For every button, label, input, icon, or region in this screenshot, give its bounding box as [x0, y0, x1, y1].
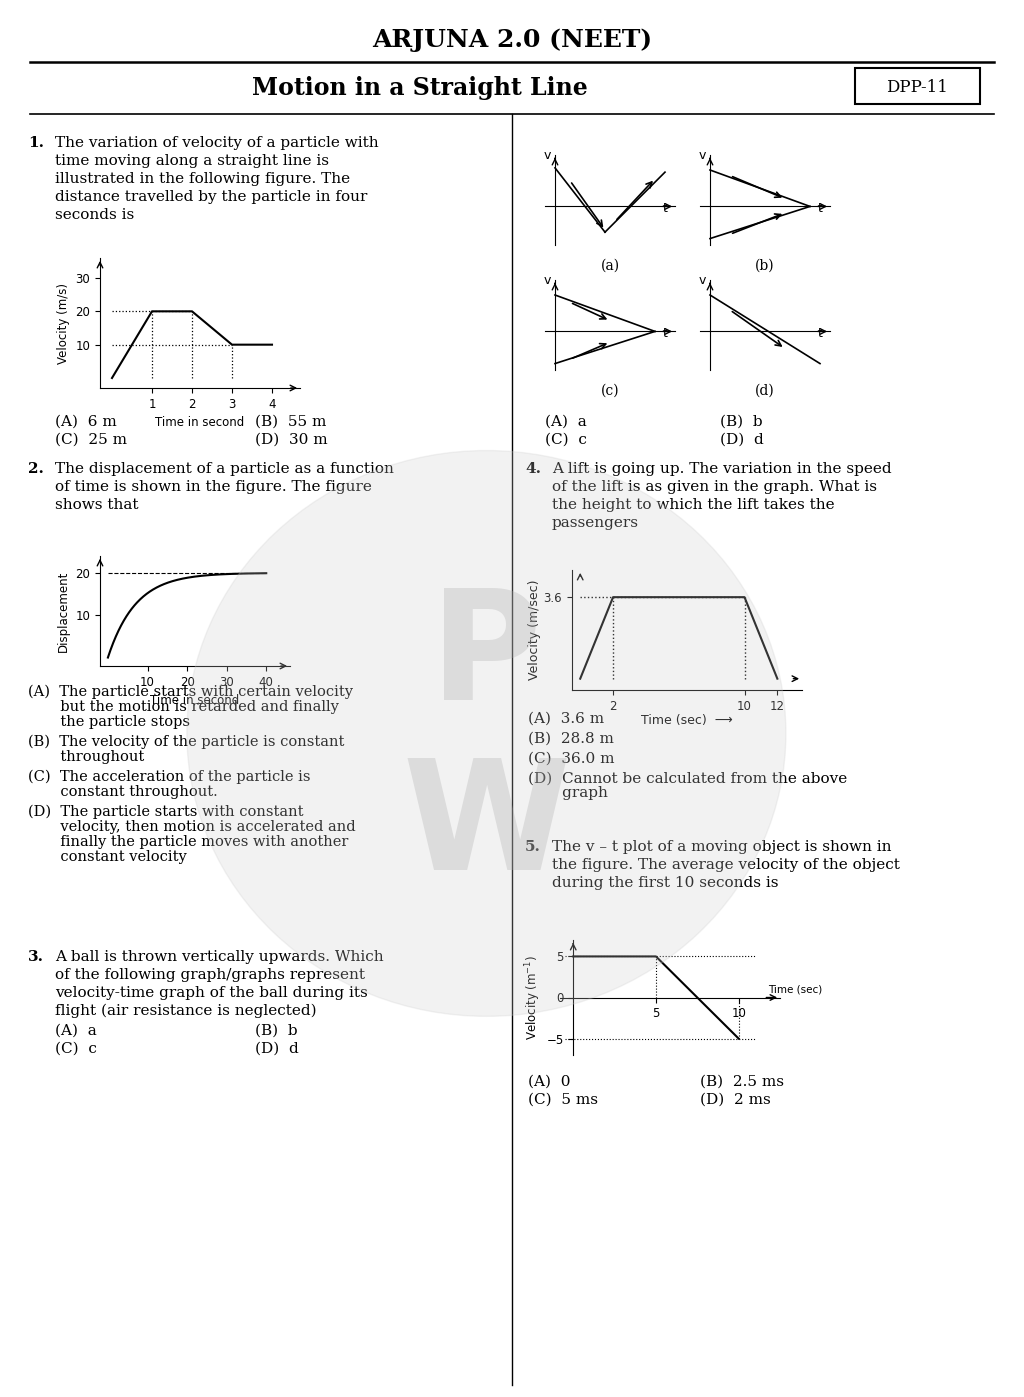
Text: (C)  5 ms: (C) 5 ms: [528, 1092, 598, 1106]
Text: (A)  0: (A) 0: [528, 1076, 570, 1090]
Text: (D)  30 m: (D) 30 m: [255, 433, 328, 447]
X-axis label: Time in second: Time in second: [151, 694, 240, 707]
Text: (B)  28.8 m: (B) 28.8 m: [528, 732, 613, 746]
Text: v: v: [698, 149, 706, 162]
Text: Motion in a Straight Line: Motion in a Straight Line: [252, 75, 588, 101]
Text: (A)  a: (A) a: [55, 1024, 96, 1038]
Text: time moving along a straight line is: time moving along a straight line is: [55, 154, 329, 168]
Text: The displacement of a particle as a function: The displacement of a particle as a func…: [55, 462, 394, 476]
Text: finally the particle moves with another: finally the particle moves with another: [28, 835, 348, 849]
Text: v: v: [544, 274, 551, 288]
Text: The v – t plot of a moving object is shown in: The v – t plot of a moving object is sho…: [552, 840, 892, 854]
Text: (D)  2 ms: (D) 2 ms: [700, 1092, 771, 1106]
Text: (D)  d: (D) d: [720, 433, 764, 447]
Text: flight (air resistance is neglected): flight (air resistance is neglected): [55, 1004, 316, 1018]
X-axis label: Time (sec)  ⟶: Time (sec) ⟶: [641, 714, 733, 726]
Y-axis label: Velocity (m/sec): Velocity (m/sec): [528, 580, 541, 680]
Text: (B)  b: (B) b: [255, 1024, 298, 1038]
Text: the particle stops: the particle stops: [28, 715, 190, 729]
Circle shape: [186, 450, 786, 1017]
Text: (a): (a): [600, 258, 620, 272]
Text: distance travelled by the particle in four: distance travelled by the particle in fo…: [55, 190, 368, 204]
Text: (A)  The particle starts with certain velocity: (A) The particle starts with certain vel…: [28, 685, 353, 700]
Text: velocity, then motion is accelerated and: velocity, then motion is accelerated and: [28, 820, 355, 834]
Text: A lift is going up. The variation in the speed: A lift is going up. The variation in the…: [552, 462, 892, 476]
Text: 2.: 2.: [28, 462, 44, 476]
Text: constant throughout.: constant throughout.: [28, 785, 218, 799]
Text: (C)  c: (C) c: [545, 433, 587, 447]
Text: (B)  2.5 ms: (B) 2.5 ms: [700, 1076, 784, 1090]
Text: (B)  The velocity of the particle is constant: (B) The velocity of the particle is cons…: [28, 735, 344, 749]
Text: (A)  a: (A) a: [545, 415, 587, 429]
Text: passengers: passengers: [552, 515, 639, 529]
Bar: [855, 68, 980, 103]
Text: the height to which the lift takes the: the height to which the lift takes the: [552, 497, 835, 511]
Text: DPP-11: DPP-11: [886, 80, 948, 96]
Text: (C)  25 m: (C) 25 m: [55, 433, 127, 447]
Text: (A)  3.6 m: (A) 3.6 m: [528, 712, 604, 726]
Text: (b): (b): [755, 258, 775, 272]
Text: 4.: 4.: [525, 462, 541, 476]
Text: the figure. The average velocity of the object: the figure. The average velocity of the …: [552, 858, 900, 872]
Text: (C)  c: (C) c: [55, 1042, 97, 1056]
Text: (D)  The particle starts with constant: (D) The particle starts with constant: [28, 805, 303, 820]
Text: 3.: 3.: [28, 950, 44, 964]
Y-axis label: Velocity (m/s): Velocity (m/s): [57, 282, 70, 363]
Text: (d): (d): [755, 384, 775, 398]
Y-axis label: Velocity (m$^{-1}$): Velocity (m$^{-1}$): [524, 956, 544, 1039]
Y-axis label: Displacement: Displacement: [57, 570, 70, 651]
Text: The variation of velocity of a particle with: The variation of velocity of a particle …: [55, 136, 379, 149]
Text: shows that: shows that: [55, 497, 138, 511]
Text: of the lift is as given in the graph. What is: of the lift is as given in the graph. Wh…: [552, 481, 877, 495]
Text: velocity-time graph of the ball during its: velocity-time graph of the ball during i…: [55, 986, 368, 1000]
Text: v: v: [698, 274, 706, 288]
Text: seconds is: seconds is: [55, 208, 134, 222]
Text: but the motion is retarded and finally: but the motion is retarded and finally: [28, 700, 339, 714]
Text: during the first 10 seconds is: during the first 10 seconds is: [552, 876, 778, 890]
Text: W: W: [402, 753, 570, 902]
Text: of time is shown in the figure. The figure: of time is shown in the figure. The figu…: [55, 481, 372, 495]
Text: (C)  The acceleration of the particle is: (C) The acceleration of the particle is: [28, 770, 310, 784]
Text: P: P: [430, 584, 543, 732]
Text: Time (sec): Time (sec): [768, 985, 822, 995]
Text: (c): (c): [601, 384, 620, 398]
Text: ARJUNA 2.0 (NEET): ARJUNA 2.0 (NEET): [372, 28, 652, 52]
Text: of the following graph/graphs represent: of the following graph/graphs represent: [55, 968, 365, 982]
Text: t: t: [663, 327, 668, 339]
Text: v: v: [544, 149, 551, 162]
Text: (B)  b: (B) b: [720, 415, 763, 429]
Text: 5.: 5.: [525, 840, 541, 854]
Text: throughout: throughout: [28, 750, 144, 764]
Text: 1.: 1.: [28, 136, 44, 149]
Text: graph: graph: [528, 787, 608, 800]
Text: constant velocity: constant velocity: [28, 849, 186, 863]
Text: (D)  Cannot be calculated from the above: (D) Cannot be calculated from the above: [528, 771, 847, 785]
Text: t: t: [817, 201, 822, 215]
Text: A ball is thrown vertically upwards. Which: A ball is thrown vertically upwards. Whi…: [55, 950, 384, 964]
Text: t: t: [817, 327, 822, 339]
Text: (C)  36.0 m: (C) 36.0 m: [528, 752, 614, 766]
Text: (B)  55 m: (B) 55 m: [255, 415, 327, 429]
Text: t: t: [663, 201, 668, 215]
Text: illustrated in the following figure. The: illustrated in the following figure. The: [55, 172, 350, 186]
Text: (A)  6 m: (A) 6 m: [55, 415, 117, 429]
Text: (D)  d: (D) d: [255, 1042, 299, 1056]
X-axis label: Time in second: Time in second: [156, 416, 245, 429]
